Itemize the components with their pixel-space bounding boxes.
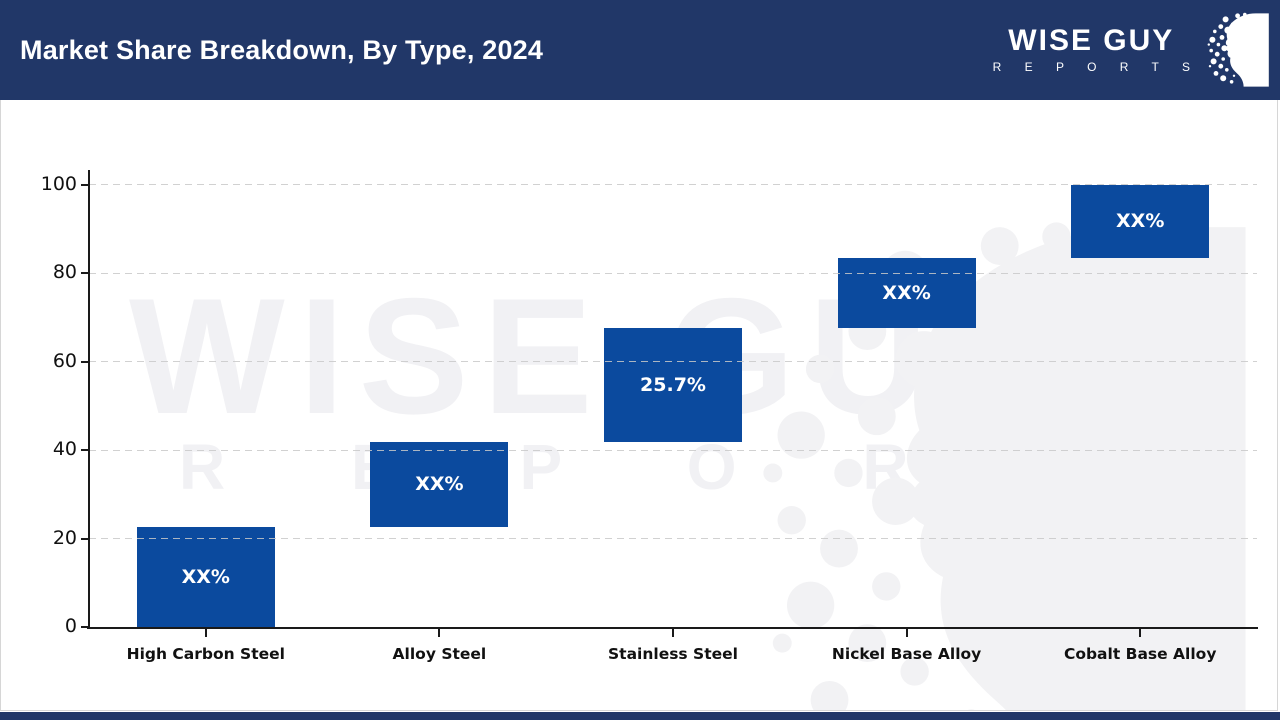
gridline-60 [89, 361, 1257, 362]
x-axis-label-2: Stainless Steel [608, 645, 738, 663]
bar-alloy-steel: XX% [370, 441, 509, 527]
y-tick-label-100: 100 [40, 172, 77, 195]
gridline-80 [89, 272, 1257, 274]
wiseguy-logo: WISE GUY R E P O R T S [983, 10, 1270, 90]
chart-canvas: WISE GUY R E P O R T S 0 20 40 60 80 100 XX% Hi… [0, 100, 1278, 711]
y-tick-label-40: 40 [52, 438, 77, 460]
x-axis-label-1: Alloy Steel [392, 645, 487, 663]
y-tick-label-80: 80 [52, 261, 77, 283]
bar-nickel-base-alloy: XX% [837, 257, 976, 328]
y-tick-label-20: 20 [52, 526, 77, 549]
bar-value-label: XX% [181, 565, 230, 588]
y-tick-20 [81, 537, 88, 540]
gridline-20 [89, 538, 1257, 539]
x-tick-3 [905, 629, 908, 637]
plot-area: 0 20 40 60 80 100 XX% High Carbon Steel XX% Alloy… [1, 100, 1277, 710]
bar-high-carbon-steel: XX% [136, 526, 275, 627]
y-tick-label-0: 0 [64, 615, 77, 637]
y-axis-line [88, 170, 90, 629]
x-tick-2 [672, 629, 674, 637]
y-tick-40 [81, 449, 88, 451]
logo-tagline: R E P O R T S [992, 60, 1200, 74]
y-tick-60 [81, 360, 88, 363]
y-tick-0 [81, 626, 88, 628]
bar-stainless-steel: 25.7% [604, 327, 742, 442]
bar-value-label: XX% [1116, 210, 1165, 232]
y-tick-100 [81, 183, 88, 186]
x-axis-label-0: High Carbon Steel [126, 645, 285, 663]
footer-bar [0, 712, 1280, 720]
gridline-100 [89, 184, 1257, 185]
x-axis-line [87, 627, 1258, 629]
header-bar: Market Share Breakdown, By Type, 2024 WI… [0, 0, 1280, 100]
x-tick-1 [438, 629, 441, 637]
bar-value-label: 25.7% [640, 373, 706, 396]
logo-wordmark: WISE GUY [1008, 24, 1175, 57]
y-tick-label-60: 60 [52, 349, 77, 372]
wiseguy-head-icon [1207, 12, 1269, 87]
x-axis-label-3: Nickel Base Alloy [831, 645, 982, 663]
bar-value-label: XX% [882, 281, 931, 304]
wiseguy-logo-text: WISE GUY R E P O R T S [983, 24, 1200, 75]
chart-title: Market Share Breakdown, By Type, 2024 [20, 34, 544, 65]
bar-value-label: XX% [415, 473, 464, 496]
bar-cobalt-base-alloy: XX% [1071, 184, 1210, 258]
gridline-40 [89, 449, 1257, 451]
x-axis-label-4: Cobalt Base Alloy [1063, 645, 1217, 663]
x-tick-4 [1139, 629, 1142, 637]
y-tick-80 [81, 272, 88, 274]
x-tick-0 [204, 629, 207, 637]
